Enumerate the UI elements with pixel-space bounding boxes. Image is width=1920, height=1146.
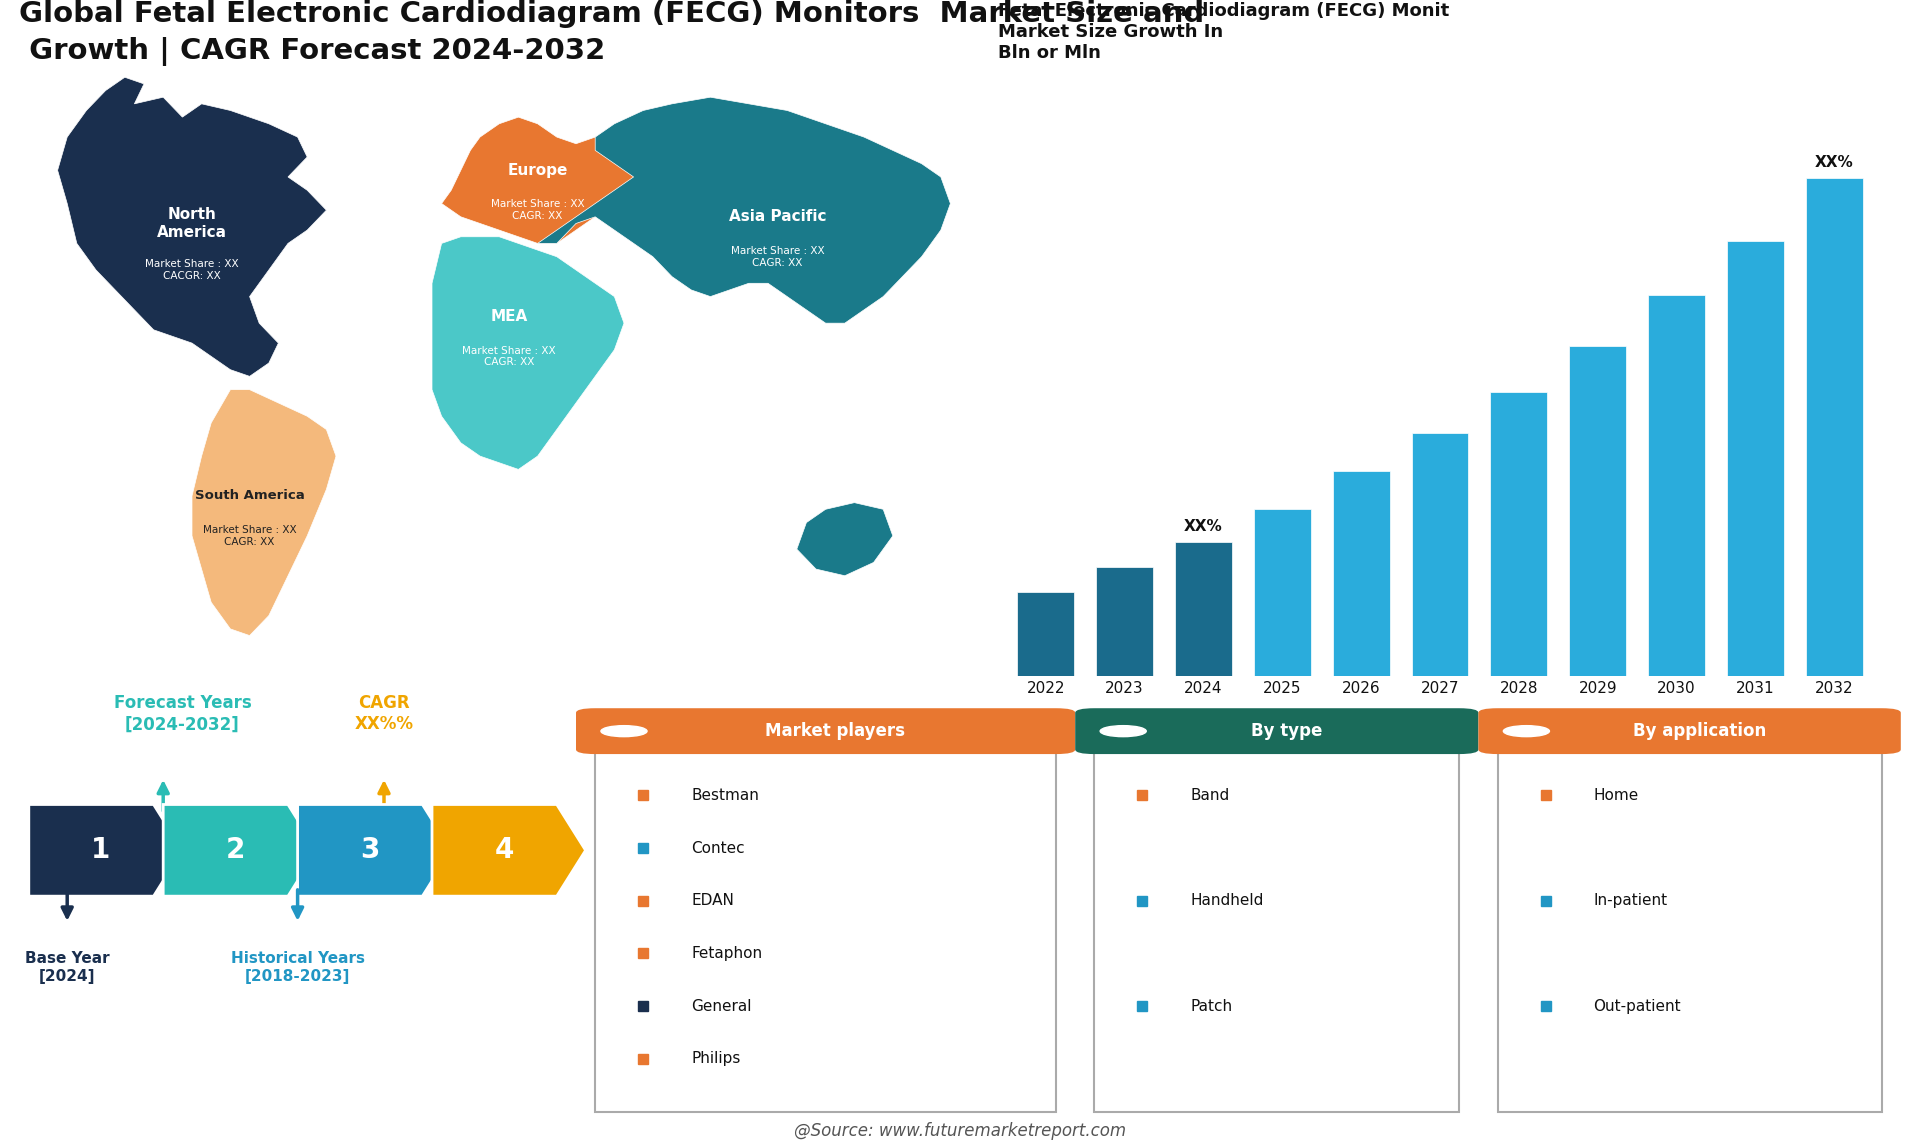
Polygon shape [432,804,586,896]
Polygon shape [58,77,326,376]
Text: Patch: Patch [1190,998,1233,1014]
Polygon shape [797,503,893,575]
Text: 1: 1 [90,837,111,864]
Text: By type: By type [1250,722,1323,740]
FancyBboxPatch shape [1478,708,1901,754]
Text: 3: 3 [359,837,380,864]
Text: General: General [691,998,753,1014]
Text: Europe: Europe [507,163,568,178]
Text: Market Share : XX
CACGR: XX: Market Share : XX CACGR: XX [146,259,238,281]
Text: By application: By application [1632,722,1766,740]
Text: Handheld: Handheld [1190,893,1263,909]
Bar [1332,471,1390,676]
FancyBboxPatch shape [576,708,1075,754]
Bar [1490,392,1548,676]
Polygon shape [538,97,950,323]
FancyBboxPatch shape [1094,749,1459,1112]
Text: Market players: Market players [766,722,904,740]
Bar [1175,542,1233,676]
Text: Band: Band [1190,787,1229,803]
Polygon shape [432,237,624,470]
Text: Fetaphon: Fetaphon [691,945,762,961]
Text: EDAN: EDAN [691,893,733,909]
Bar [1728,241,1784,676]
Text: Bestman: Bestman [691,787,758,803]
Bar [1569,346,1626,676]
Text: Global Fetal Electronic Cardiodiagram (FECG) Monitors  Market Size and
 Growth |: Global Fetal Electronic Cardiodiagram (F… [19,0,1204,65]
Circle shape [601,725,647,737]
Text: XX%: XX% [1185,519,1223,534]
Text: Market Share : XX
CAGR: XX: Market Share : XX CAGR: XX [492,199,584,221]
Text: South America: South America [194,489,305,502]
FancyBboxPatch shape [1498,749,1882,1112]
Text: Contec: Contec [691,840,745,856]
Text: MEA: MEA [490,309,528,324]
Circle shape [1503,725,1549,737]
Bar [1018,592,1073,676]
Text: Base Year
[2024]: Base Year [2024] [25,951,109,983]
Text: Fetal Electronic Cardiodiagram (FECG) Monit
Market Size Growth In
Bln or Mln: Fetal Electronic Cardiodiagram (FECG) Mo… [998,2,1450,62]
Text: Market Share : XX
CAGR: XX: Market Share : XX CAGR: XX [204,525,296,547]
Polygon shape [192,390,336,636]
Text: Forecast Years
[2024-2032]: Forecast Years [2024-2032] [113,694,252,733]
Circle shape [1100,725,1146,737]
Text: Philips: Philips [691,1051,741,1067]
Polygon shape [442,117,643,243]
Bar [1096,567,1152,676]
Text: 4: 4 [493,837,515,864]
Polygon shape [163,804,317,896]
FancyBboxPatch shape [595,749,1056,1112]
Polygon shape [298,804,451,896]
Text: 2: 2 [225,837,246,864]
Bar [1647,296,1705,676]
Bar [1254,509,1311,676]
Bar [1807,179,1862,676]
Text: XX%: XX% [1814,155,1853,170]
Text: Asia Pacific: Asia Pacific [730,210,826,225]
FancyBboxPatch shape [1075,708,1478,754]
Bar [1411,433,1469,676]
Text: Market Share : XX
CAGR: XX: Market Share : XX CAGR: XX [732,246,824,267]
Text: Historical Years
[2018-2023]: Historical Years [2018-2023] [230,951,365,983]
Text: North
America: North America [157,207,227,240]
Text: @Source: www.futuremarketreport.com: @Source: www.futuremarketreport.com [795,1122,1125,1140]
Text: Out-patient: Out-patient [1594,998,1682,1014]
Polygon shape [29,804,182,896]
Text: In-patient: In-patient [1594,893,1668,909]
Text: Market Share : XX
CAGR: XX: Market Share : XX CAGR: XX [463,346,555,367]
Text: CAGR
XX%%: CAGR XX%% [355,694,413,733]
Text: Home: Home [1594,787,1640,803]
